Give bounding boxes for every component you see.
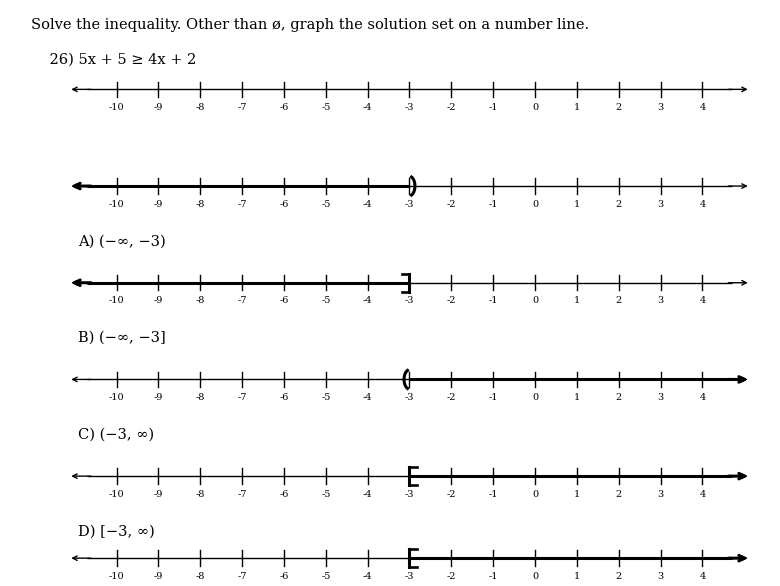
- Text: -4: -4: [363, 103, 372, 112]
- Text: 3: 3: [658, 200, 664, 209]
- Text: -4: -4: [363, 490, 372, 499]
- Text: -7: -7: [237, 103, 246, 112]
- Text: -5: -5: [321, 393, 331, 402]
- Text: -3: -3: [405, 572, 414, 581]
- Text: 3: 3: [658, 103, 664, 112]
- Text: -6: -6: [279, 103, 289, 112]
- Text: 4: 4: [700, 200, 706, 209]
- Text: -2: -2: [447, 490, 456, 499]
- Text: 1: 1: [574, 572, 580, 581]
- Text: -6: -6: [279, 297, 289, 305]
- Text: -9: -9: [154, 297, 163, 305]
- Text: -7: -7: [237, 572, 246, 581]
- Text: 4: 4: [700, 393, 706, 402]
- Text: -4: -4: [363, 200, 372, 209]
- Text: -9: -9: [154, 103, 163, 112]
- Text: 4: 4: [700, 103, 706, 112]
- Text: 3: 3: [658, 572, 664, 581]
- Text: 2: 2: [615, 297, 622, 305]
- Text: -7: -7: [237, 490, 246, 499]
- Text: -1: -1: [488, 572, 498, 581]
- Text: 0: 0: [532, 572, 538, 581]
- Text: -7: -7: [237, 297, 246, 305]
- Text: -10: -10: [108, 200, 124, 209]
- Text: -5: -5: [321, 490, 331, 499]
- Text: -10: -10: [108, 572, 124, 581]
- Text: -6: -6: [279, 490, 289, 499]
- Text: -3: -3: [405, 103, 414, 112]
- Text: 4: 4: [700, 490, 706, 499]
- Text: A) (−∞, −3): A) (−∞, −3): [78, 234, 165, 248]
- Text: 0: 0: [532, 200, 538, 209]
- Text: -4: -4: [363, 572, 372, 581]
- Text: 0: 0: [532, 490, 538, 499]
- Text: -3: -3: [405, 490, 414, 499]
- Text: -10: -10: [108, 103, 124, 112]
- Text: 26) 5x + 5 ≥ 4x + 2: 26) 5x + 5 ≥ 4x + 2: [31, 53, 197, 67]
- Text: 3: 3: [658, 393, 664, 402]
- Text: -1: -1: [488, 103, 498, 112]
- Text: C) (−3, ∞): C) (−3, ∞): [78, 428, 154, 442]
- Text: -7: -7: [237, 393, 246, 402]
- Text: -8: -8: [196, 393, 205, 402]
- Text: -1: -1: [488, 490, 498, 499]
- Text: 0: 0: [532, 103, 538, 112]
- Text: -2: -2: [447, 572, 456, 581]
- Text: -3: -3: [405, 297, 414, 305]
- Text: 2: 2: [615, 200, 622, 209]
- Text: -6: -6: [279, 200, 289, 209]
- Text: 4: 4: [700, 297, 706, 305]
- Text: -7: -7: [237, 200, 246, 209]
- Text: -8: -8: [196, 490, 205, 499]
- Text: 4: 4: [700, 572, 706, 581]
- Text: -3: -3: [405, 393, 414, 402]
- Text: -9: -9: [154, 393, 163, 402]
- Text: B) (−∞, −3]: B) (−∞, −3]: [78, 331, 165, 345]
- Text: -10: -10: [108, 490, 124, 499]
- Text: -1: -1: [488, 297, 498, 305]
- Text: -6: -6: [279, 393, 289, 402]
- Text: -1: -1: [488, 200, 498, 209]
- Text: -8: -8: [196, 297, 205, 305]
- Text: 0: 0: [532, 297, 538, 305]
- Text: 2: 2: [615, 103, 622, 112]
- Text: Solve the inequality. Other than ø, graph the solution set on a number line.: Solve the inequality. Other than ø, grap…: [31, 18, 590, 32]
- Text: 2: 2: [615, 393, 622, 402]
- Text: -4: -4: [363, 297, 372, 305]
- Text: -9: -9: [154, 572, 163, 581]
- Text: -1: -1: [488, 393, 498, 402]
- Text: -10: -10: [108, 393, 124, 402]
- Text: -5: -5: [321, 200, 331, 209]
- Text: 1: 1: [574, 393, 580, 402]
- Text: -2: -2: [447, 297, 456, 305]
- Text: -10: -10: [108, 297, 124, 305]
- Text: -8: -8: [196, 200, 205, 209]
- Text: -2: -2: [447, 200, 456, 209]
- Text: -6: -6: [279, 572, 289, 581]
- Text: 3: 3: [658, 490, 664, 499]
- Text: -9: -9: [154, 490, 163, 499]
- Text: 2: 2: [615, 490, 622, 499]
- Text: -3: -3: [405, 200, 414, 209]
- Text: -5: -5: [321, 103, 331, 112]
- Text: -4: -4: [363, 393, 372, 402]
- Text: -8: -8: [196, 572, 205, 581]
- Text: 0: 0: [532, 393, 538, 402]
- Text: D) [−3, ∞): D) [−3, ∞): [78, 524, 154, 539]
- Text: 1: 1: [574, 490, 580, 499]
- Text: -5: -5: [321, 297, 331, 305]
- Text: 1: 1: [574, 200, 580, 209]
- Text: 1: 1: [574, 297, 580, 305]
- Text: 2: 2: [615, 572, 622, 581]
- Text: -5: -5: [321, 572, 331, 581]
- Text: -2: -2: [447, 393, 456, 402]
- Text: -2: -2: [447, 103, 456, 112]
- Text: -8: -8: [196, 103, 205, 112]
- Text: 3: 3: [658, 297, 664, 305]
- Text: -9: -9: [154, 200, 163, 209]
- Text: 1: 1: [574, 103, 580, 112]
